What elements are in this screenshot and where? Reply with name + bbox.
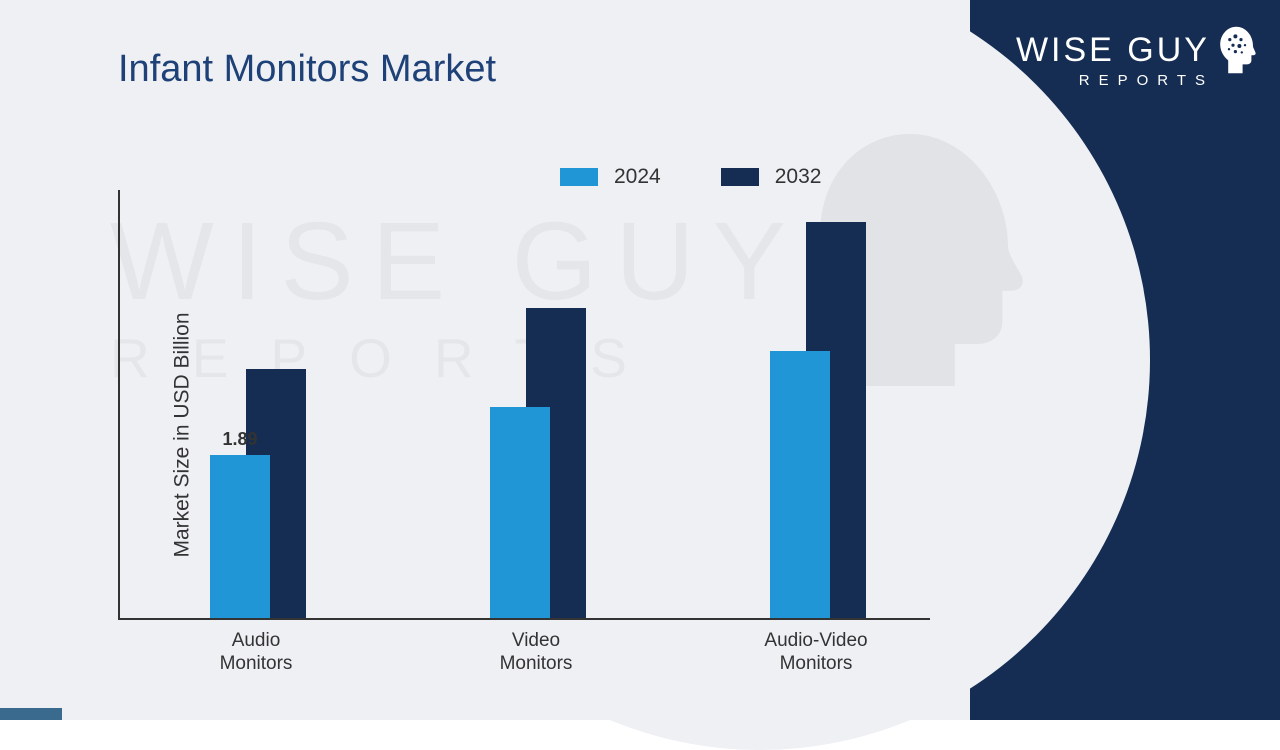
side-panel (970, 0, 1280, 720)
chart-area: Market Size in USD Billion 1.89 Audio Mo… (100, 190, 930, 680)
legend-label-2024: 2024 (614, 165, 661, 189)
bottom-accent-bar (0, 708, 62, 720)
bar-group (770, 222, 866, 618)
bar: 1.89 (210, 455, 270, 618)
x-axis-category-label: Audio-Video Monitors (764, 630, 867, 676)
logo-sub-text: REPORTS (1016, 72, 1214, 89)
legend-swatch-2024 (560, 168, 598, 186)
bar-group: 1.89 (210, 369, 306, 618)
bar-data-label: 1.89 (222, 429, 257, 450)
legend-label-2032: 2032 (775, 165, 822, 189)
bar (770, 351, 830, 618)
brand-logo: WISE GUY REPORTS (1016, 26, 1258, 89)
logo-head-icon (1216, 26, 1258, 74)
legend-item-2032: 2032 (721, 165, 822, 189)
legend: 2024 2032 (560, 165, 821, 189)
x-axis-category-label: Audio Monitors (220, 630, 293, 676)
logo-main-text: WISE GUY (1016, 31, 1210, 70)
chart-title: Infant Monitors Market (118, 48, 496, 91)
x-axis-labels: Audio Monitors Video Monitors Audio-Video … (118, 626, 930, 680)
legend-item-2024: 2024 (560, 165, 661, 189)
bar (490, 407, 550, 618)
x-axis-category-label: Video Monitors (500, 630, 573, 676)
legend-swatch-2032 (721, 168, 759, 186)
canvas: WISE GUY REPORTS WISE GUY REPORTS Infant… (0, 0, 1280, 720)
bar-group (490, 308, 586, 618)
plot: 1.89 (118, 190, 930, 620)
